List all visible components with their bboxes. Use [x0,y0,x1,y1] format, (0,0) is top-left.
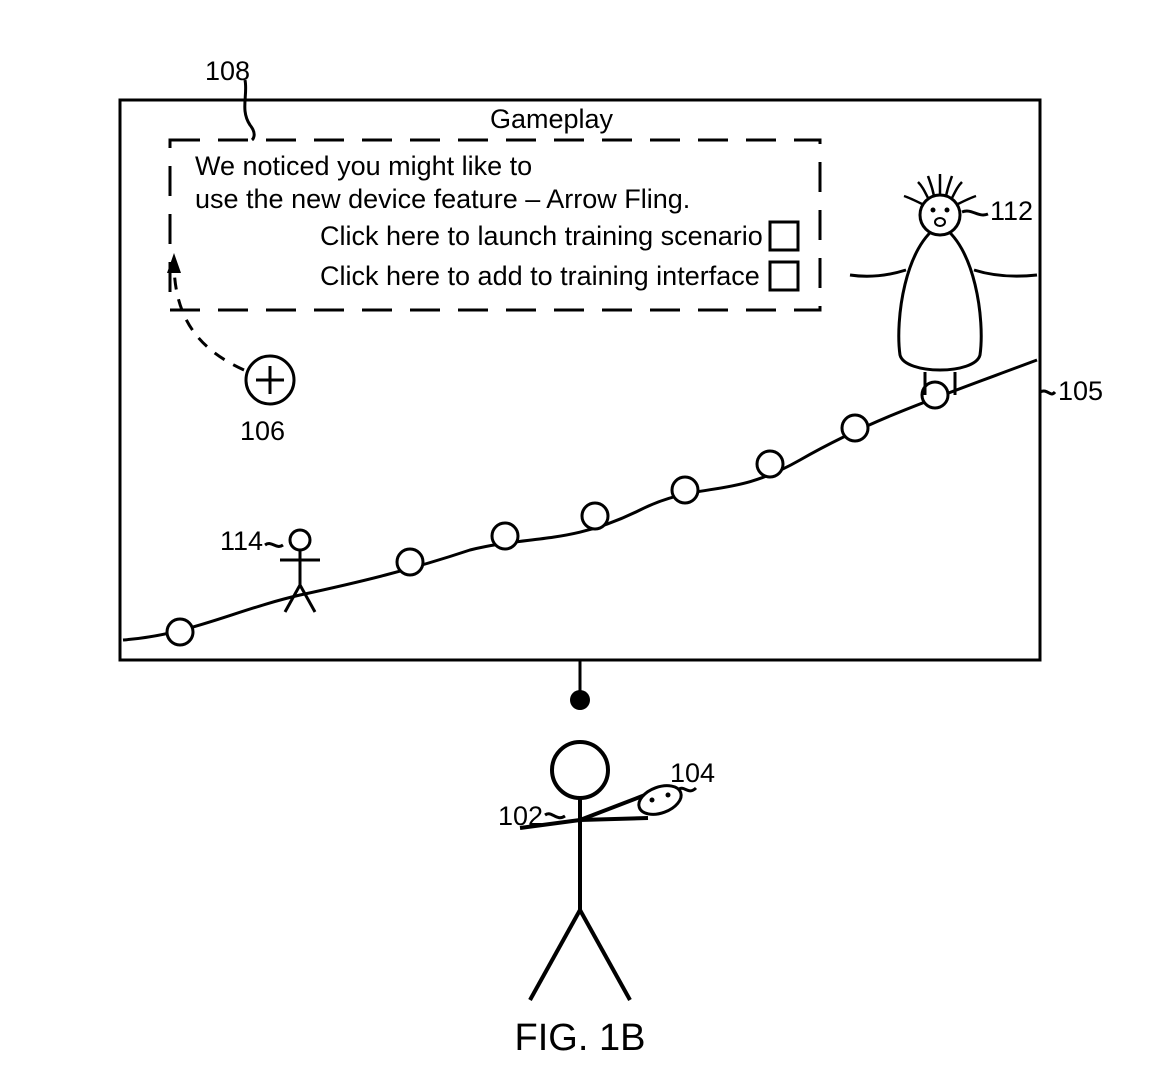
terrain-circle [757,451,783,477]
patent-figure: Gameplay We noticed you might like to us… [0,0,1158,1080]
terrain-circle [582,503,608,529]
screen-title: Gameplay [490,104,614,134]
ref-label-102: 102 [498,801,543,831]
ref-114: 114 [220,526,283,556]
figure-caption: FIG. 1B [515,1017,646,1059]
terrain-circle [492,523,518,549]
ref-label-104: 104 [670,758,715,788]
ref-112: 112 [962,196,1033,226]
ref-104: 104 [670,758,715,791]
terrain-circle [842,415,868,441]
ref-label-108: 108 [205,56,250,86]
terrain-circle [397,549,423,575]
dialog-line-2: use the new device feature – Arrow Fling… [195,184,690,214]
display-led [570,690,590,710]
ref-label-105: 105 [1058,376,1103,406]
terrain-circle [672,477,698,503]
checkbox-add-training[interactable] [770,262,798,290]
ref-106: 106 [240,416,285,446]
dialog-option-1: Click here to launch training scenario [320,221,763,251]
terrain-circle [167,619,193,645]
plus-button[interactable] [246,356,294,404]
ref-105: 105 [1040,376,1103,406]
dialog-option-2: Click here to add to training interface [320,261,760,291]
ref-label-114: 114 [220,526,263,556]
checkbox-launch-training[interactable] [770,222,798,250]
ref-label-112: 112 [990,196,1033,226]
dialog-line-1: We noticed you might like to [195,151,532,181]
ref-102: 102 [498,801,565,831]
player-figure [520,742,648,1000]
ref-108: 108 [205,56,254,140]
ref-label-106: 106 [240,416,285,446]
